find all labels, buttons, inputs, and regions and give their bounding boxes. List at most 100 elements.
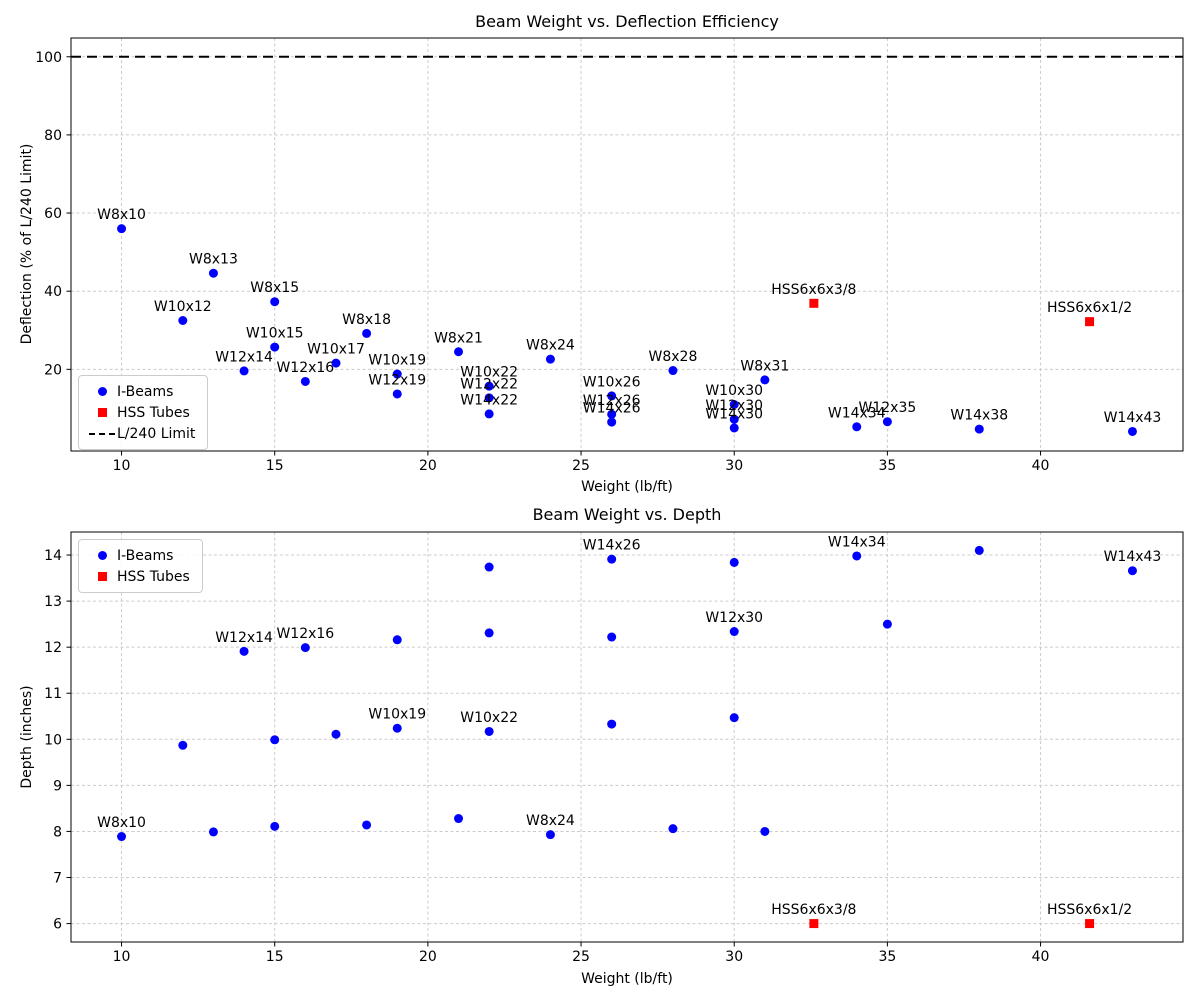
data-point bbox=[760, 375, 770, 385]
x-tick-label: 15 bbox=[266, 458, 284, 474]
data-point bbox=[270, 821, 280, 831]
y-tick-label: 60 bbox=[44, 206, 62, 222]
data-point bbox=[729, 557, 739, 567]
data-point bbox=[668, 366, 678, 376]
point-label: W8x31 bbox=[740, 358, 789, 374]
y-tick-label: 9 bbox=[53, 778, 62, 794]
legend-label: L/240 Limit bbox=[117, 425, 196, 442]
data-point bbox=[392, 635, 402, 645]
data-point bbox=[484, 726, 494, 736]
x-tick-label: 25 bbox=[572, 458, 590, 474]
y-tick-label: 40 bbox=[44, 284, 62, 300]
data-point bbox=[362, 820, 372, 830]
data-point bbox=[270, 735, 280, 745]
dashed-line-icon bbox=[87, 432, 117, 435]
data-point bbox=[331, 358, 341, 368]
data-point bbox=[270, 297, 280, 307]
legend-label: I-Beams bbox=[117, 383, 174, 400]
point-label: W12x16 bbox=[276, 360, 334, 376]
point-label: W8x10 bbox=[97, 815, 146, 831]
y-tick-label: 10 bbox=[44, 732, 62, 748]
data-point bbox=[809, 298, 819, 308]
point-label: W8x15 bbox=[250, 280, 299, 296]
point-label: W8x24 bbox=[526, 338, 575, 354]
point-label: HSS6x6x1/2 bbox=[1047, 902, 1132, 918]
data-point bbox=[362, 328, 372, 338]
y-tick-label: 6 bbox=[53, 917, 62, 933]
point-label: W12x14 bbox=[215, 349, 273, 365]
legend-label: HSS Tubes bbox=[117, 404, 190, 421]
data-point bbox=[484, 381, 494, 391]
point-label: W10x17 bbox=[307, 342, 365, 358]
point-label: W12x16 bbox=[276, 626, 334, 642]
data-point bbox=[117, 224, 127, 234]
point-label: W8x18 bbox=[342, 312, 391, 328]
data-point bbox=[1085, 317, 1095, 327]
x-tick-label: 40 bbox=[1032, 458, 1050, 474]
data-point bbox=[178, 315, 188, 325]
depth-chart-legend: I-Beams HSS Tubes bbox=[78, 539, 203, 593]
deflection-chart-legend: I-Beams HSS Tubes L/240 Limit bbox=[78, 375, 209, 450]
data-point bbox=[117, 832, 127, 842]
y-tick-label: 80 bbox=[44, 128, 62, 144]
data-point bbox=[607, 391, 617, 401]
point-label: W8x13 bbox=[189, 252, 238, 268]
data-point bbox=[331, 729, 341, 739]
point-label: W14x30 bbox=[705, 406, 763, 422]
data-point bbox=[270, 342, 280, 352]
point-label: W10x30 bbox=[705, 383, 763, 399]
point-label: W10x12 bbox=[154, 299, 212, 315]
x-tick-label: 10 bbox=[113, 949, 131, 965]
data-point bbox=[607, 554, 617, 564]
point-label: W12x30 bbox=[705, 610, 763, 626]
point-label: HSS6x6x3/8 bbox=[771, 902, 856, 918]
data-point bbox=[607, 417, 617, 427]
x-tick-label: 35 bbox=[878, 949, 896, 965]
data-point bbox=[239, 646, 249, 656]
data-point bbox=[178, 740, 188, 750]
data-point bbox=[668, 824, 678, 834]
point-label: W12x30 bbox=[705, 398, 763, 414]
data-point bbox=[545, 830, 555, 840]
circle-marker-icon bbox=[87, 551, 117, 560]
data-point bbox=[545, 354, 555, 364]
data-point bbox=[729, 423, 739, 433]
point-label: W14x43 bbox=[1104, 549, 1162, 565]
x-tick-label: 20 bbox=[419, 949, 437, 965]
data-point bbox=[484, 409, 494, 419]
x-tick-label: 20 bbox=[419, 458, 437, 474]
data-point bbox=[392, 389, 402, 399]
legend-item-ibeams: I-Beams bbox=[87, 381, 195, 402]
point-label: W12x26 bbox=[583, 393, 641, 409]
x-tick-label: 25 bbox=[572, 949, 590, 965]
x-tick-label: 10 bbox=[113, 458, 131, 474]
data-point bbox=[607, 409, 617, 419]
data-point bbox=[454, 814, 464, 824]
x-tick-label: 40 bbox=[1032, 949, 1050, 965]
point-label: W10x22 bbox=[460, 365, 518, 381]
data-point bbox=[809, 919, 819, 929]
x-tick-label: 30 bbox=[725, 949, 743, 965]
x-tick-label: 30 bbox=[725, 458, 743, 474]
point-label: W10x19 bbox=[368, 353, 426, 369]
data-point bbox=[392, 723, 402, 733]
data-point bbox=[208, 827, 218, 837]
deflection-chart-ylabel: Deflection (% of L/240 Limit) bbox=[19, 143, 35, 345]
data-point bbox=[239, 366, 249, 376]
point-label: W8x28 bbox=[649, 349, 698, 365]
data-point bbox=[974, 424, 984, 434]
point-label: W12x35 bbox=[859, 400, 917, 416]
square-marker-icon bbox=[87, 408, 117, 417]
data-point bbox=[607, 719, 617, 729]
point-label: W14x26 bbox=[583, 538, 641, 554]
point-label: HSS6x6x1/2 bbox=[1047, 300, 1132, 316]
x-tick-label: 15 bbox=[266, 949, 284, 965]
depth-chart-title: Beam Weight vs. Depth bbox=[532, 505, 722, 524]
axes-border bbox=[70, 37, 1184, 452]
y-tick-label: 20 bbox=[44, 362, 62, 378]
y-tick-label: 13 bbox=[44, 594, 62, 610]
data-point bbox=[208, 268, 218, 278]
data-point bbox=[729, 627, 739, 637]
